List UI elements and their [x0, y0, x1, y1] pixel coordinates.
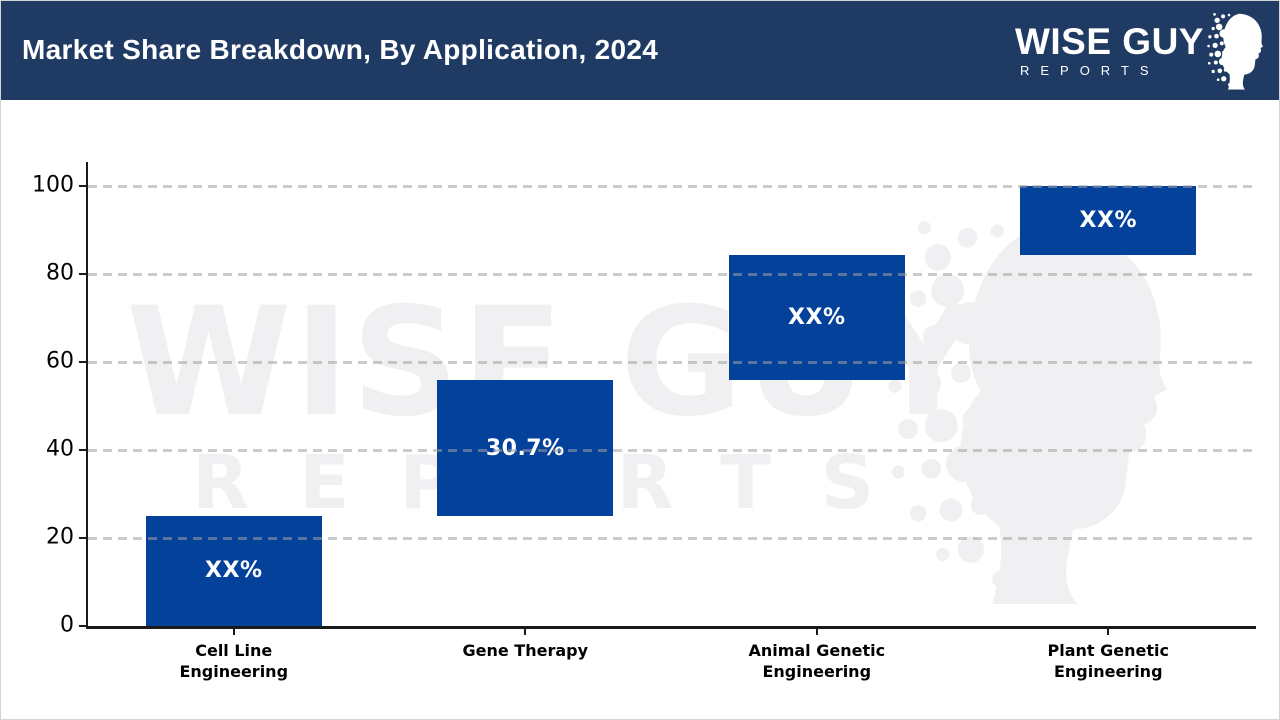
x-category-label-3: Plant Genetic Engineering — [1047, 641, 1169, 682]
y-tick-mark-40 — [79, 449, 86, 451]
x-tick-mark-2 — [815, 628, 818, 635]
y-tick-mark-100 — [79, 185, 86, 187]
header: Market Share Breakdown, By Application, … — [0, 0, 1280, 100]
bar-cell-line-engineering: XX% — [145, 515, 322, 626]
gridline-20 — [88, 537, 1254, 540]
brand-logo-text: WISE GUY REPORTS — [1015, 23, 1204, 77]
bar-plant-genetic-engineering: XX% — [1020, 186, 1197, 255]
page-title: Market Share Breakdown, By Application, … — [22, 34, 659, 65]
gridline-60 — [88, 361, 1254, 364]
y-axis-line — [86, 162, 88, 628]
x-category-label-2: Animal Genetic Engineering — [748, 641, 886, 682]
x-tick-mark-3 — [1107, 628, 1110, 635]
bar-value-label: 30.7% — [485, 435, 565, 461]
gridline-100 — [88, 185, 1254, 188]
y-tick-mark-0 — [79, 625, 86, 627]
x-axis-line — [86, 626, 1256, 629]
brand-logo: WISE GUY REPORTS — [1015, 9, 1266, 91]
y-tick-label-40: 40 — [46, 436, 74, 462]
brand-subtitle: REPORTS — [1019, 63, 1160, 78]
y-tick-mark-60 — [79, 361, 86, 363]
y-tick-label-0: 0 — [60, 612, 74, 638]
gridline-40 — [88, 449, 1254, 452]
x-tick-mark-1 — [524, 628, 527, 635]
brand-name: WISE GUY — [1014, 21, 1204, 62]
y-tick-label-80: 80 — [46, 260, 74, 286]
y-tick-mark-20 — [79, 537, 86, 539]
x-category-label-0: Cell Line Engineering — [179, 641, 289, 682]
brand-face-icon — [1200, 9, 1266, 91]
bar-value-label: XX% — [788, 305, 846, 331]
gridline-80 — [88, 273, 1254, 276]
y-tick-label-60: 60 — [46, 348, 74, 374]
y-tick-label-20: 20 — [46, 524, 74, 550]
bar-value-label: XX% — [1079, 207, 1137, 233]
x-category-label-1: Gene Therapy — [462, 641, 589, 660]
bar-animal-genetic-engineering: XX% — [728, 254, 905, 381]
y-tick-label-100: 100 — [32, 172, 74, 198]
y-tick-mark-80 — [79, 273, 86, 275]
bar-gene-therapy: 30.7% — [437, 380, 614, 516]
x-tick-mark-0 — [232, 628, 235, 635]
bar-value-label: XX% — [205, 558, 263, 584]
